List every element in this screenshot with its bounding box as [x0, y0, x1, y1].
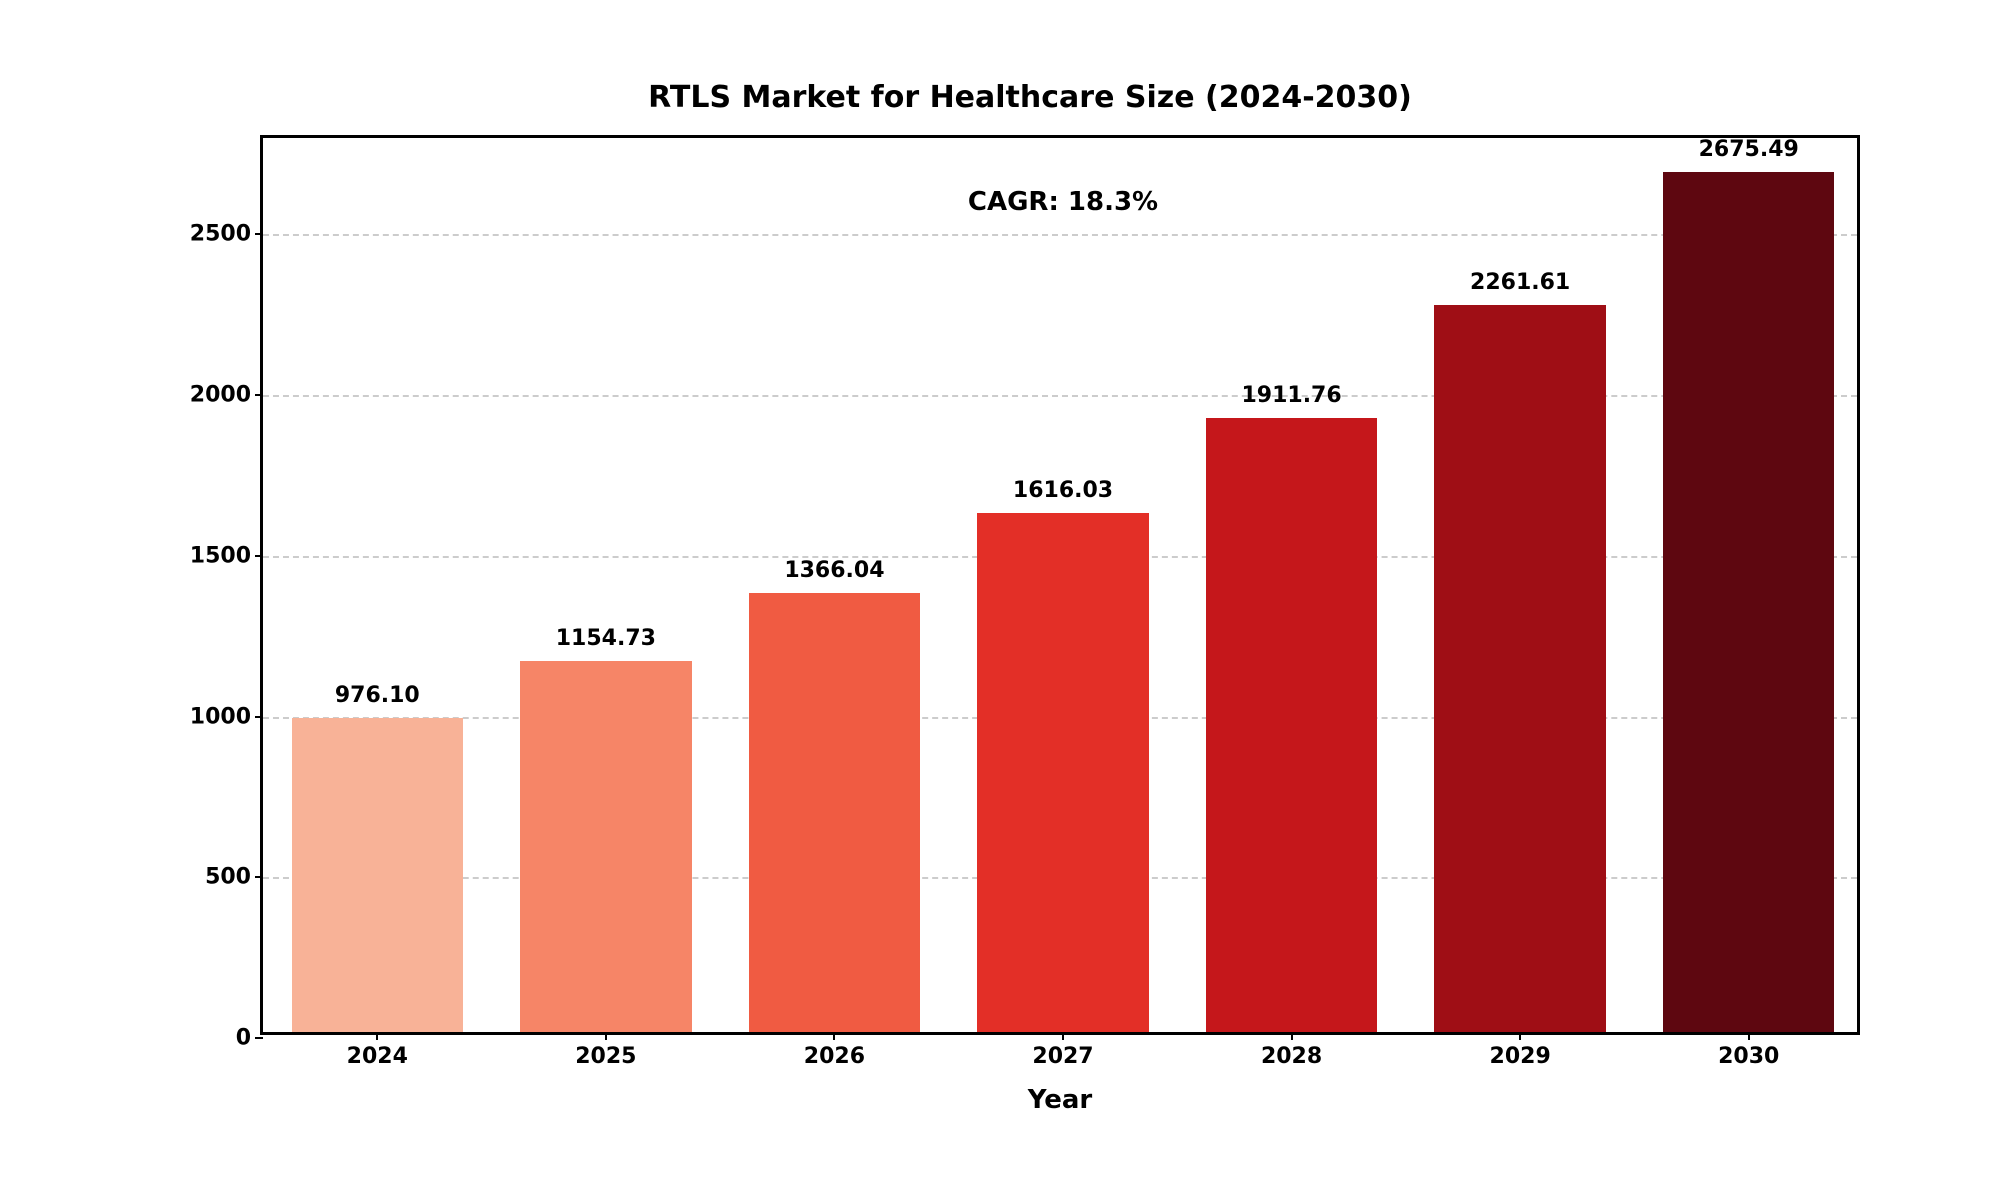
bar-value-label: 2261.61	[1470, 270, 1570, 295]
x-tick-label: 2028	[1261, 1044, 1322, 1069]
bar-value-label: 2675.49	[1699, 137, 1799, 162]
plot-area: 05001000150020002500976.1020241154.73202…	[260, 135, 1860, 1035]
bar-value-label: 1154.73	[556, 626, 656, 651]
x-tick-label: 2026	[804, 1044, 865, 1069]
x-tick-label: 2030	[1718, 1044, 1779, 1069]
bar	[1434, 305, 1605, 1032]
y-tick-mark	[255, 876, 263, 878]
bar-value-label: 1366.04	[784, 558, 884, 583]
bar-value-label: 976.10	[335, 683, 420, 708]
x-tick-label: 2024	[347, 1044, 408, 1069]
y-tick-label: 0	[236, 1026, 251, 1051]
y-tick-label: 1000	[190, 704, 251, 729]
y-tick-mark	[255, 555, 263, 557]
x-tick-label: 2027	[1032, 1044, 1093, 1069]
y-tick-mark	[255, 1037, 263, 1039]
bar	[1663, 172, 1834, 1032]
cagr-annotation: CAGR: 18.3%	[968, 187, 1158, 217]
grid-line	[263, 395, 1857, 397]
y-tick-label: 2500	[190, 222, 251, 247]
x-tick-mark	[1062, 1032, 1064, 1040]
y-tick-label: 500	[205, 865, 251, 890]
chart-title: RTLS Market for Healthcare Size (2024-20…	[180, 80, 1880, 115]
x-tick-label: 2029	[1490, 1044, 1551, 1069]
bar	[292, 718, 463, 1032]
y-tick-mark	[255, 394, 263, 396]
x-tick-mark	[1519, 1032, 1521, 1040]
chart-container: RTLS Market for Healthcare Size (2024-20…	[180, 80, 1880, 1130]
y-tick-mark	[255, 716, 263, 718]
x-tick-mark	[833, 1032, 835, 1040]
y-tick-label: 1500	[190, 543, 251, 568]
bar	[749, 593, 920, 1032]
x-tick-mark	[1291, 1032, 1293, 1040]
bar	[1206, 418, 1377, 1032]
y-tick-label: 2000	[190, 383, 251, 408]
x-axis-label: Year	[1028, 1085, 1092, 1115]
y-tick-mark	[255, 233, 263, 235]
x-tick-mark	[376, 1032, 378, 1040]
x-tick-label: 2025	[575, 1044, 636, 1069]
x-tick-mark	[605, 1032, 607, 1040]
bar	[977, 513, 1148, 1032]
grid-line	[263, 234, 1857, 236]
bar	[520, 661, 691, 1032]
x-tick-mark	[1748, 1032, 1750, 1040]
bar-value-label: 1616.03	[1013, 478, 1113, 503]
bar-value-label: 1911.76	[1241, 383, 1341, 408]
